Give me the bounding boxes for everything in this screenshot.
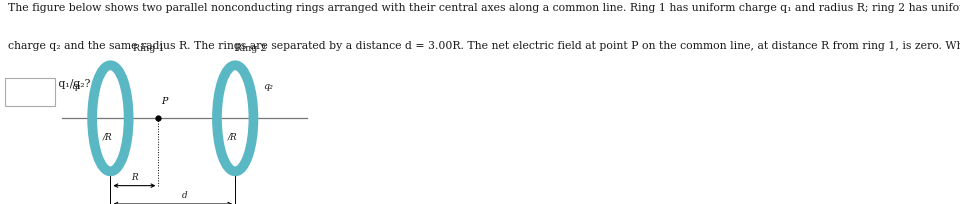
Text: q₁: q₁ <box>71 82 81 91</box>
Text: /R: /R <box>103 133 112 142</box>
Text: charge q₂ and the same radius R. The rings are separated by a distance d = 3.00R: charge q₂ and the same radius R. The rin… <box>8 41 960 51</box>
Text: P: P <box>161 97 168 106</box>
Text: the ratio q₁/q₂?: the ratio q₁/q₂? <box>8 79 90 89</box>
Text: R: R <box>132 173 137 182</box>
Text: Ring 1: Ring 1 <box>133 44 165 53</box>
Text: d: d <box>181 191 187 200</box>
Text: The figure below shows two parallel nonconducting rings arranged with their cent: The figure below shows two parallel nonc… <box>8 3 960 13</box>
Text: q₂: q₂ <box>263 82 273 91</box>
Text: /R: /R <box>228 133 237 142</box>
Text: Ring 2: Ring 2 <box>235 44 267 53</box>
Bar <box>5 78 55 106</box>
